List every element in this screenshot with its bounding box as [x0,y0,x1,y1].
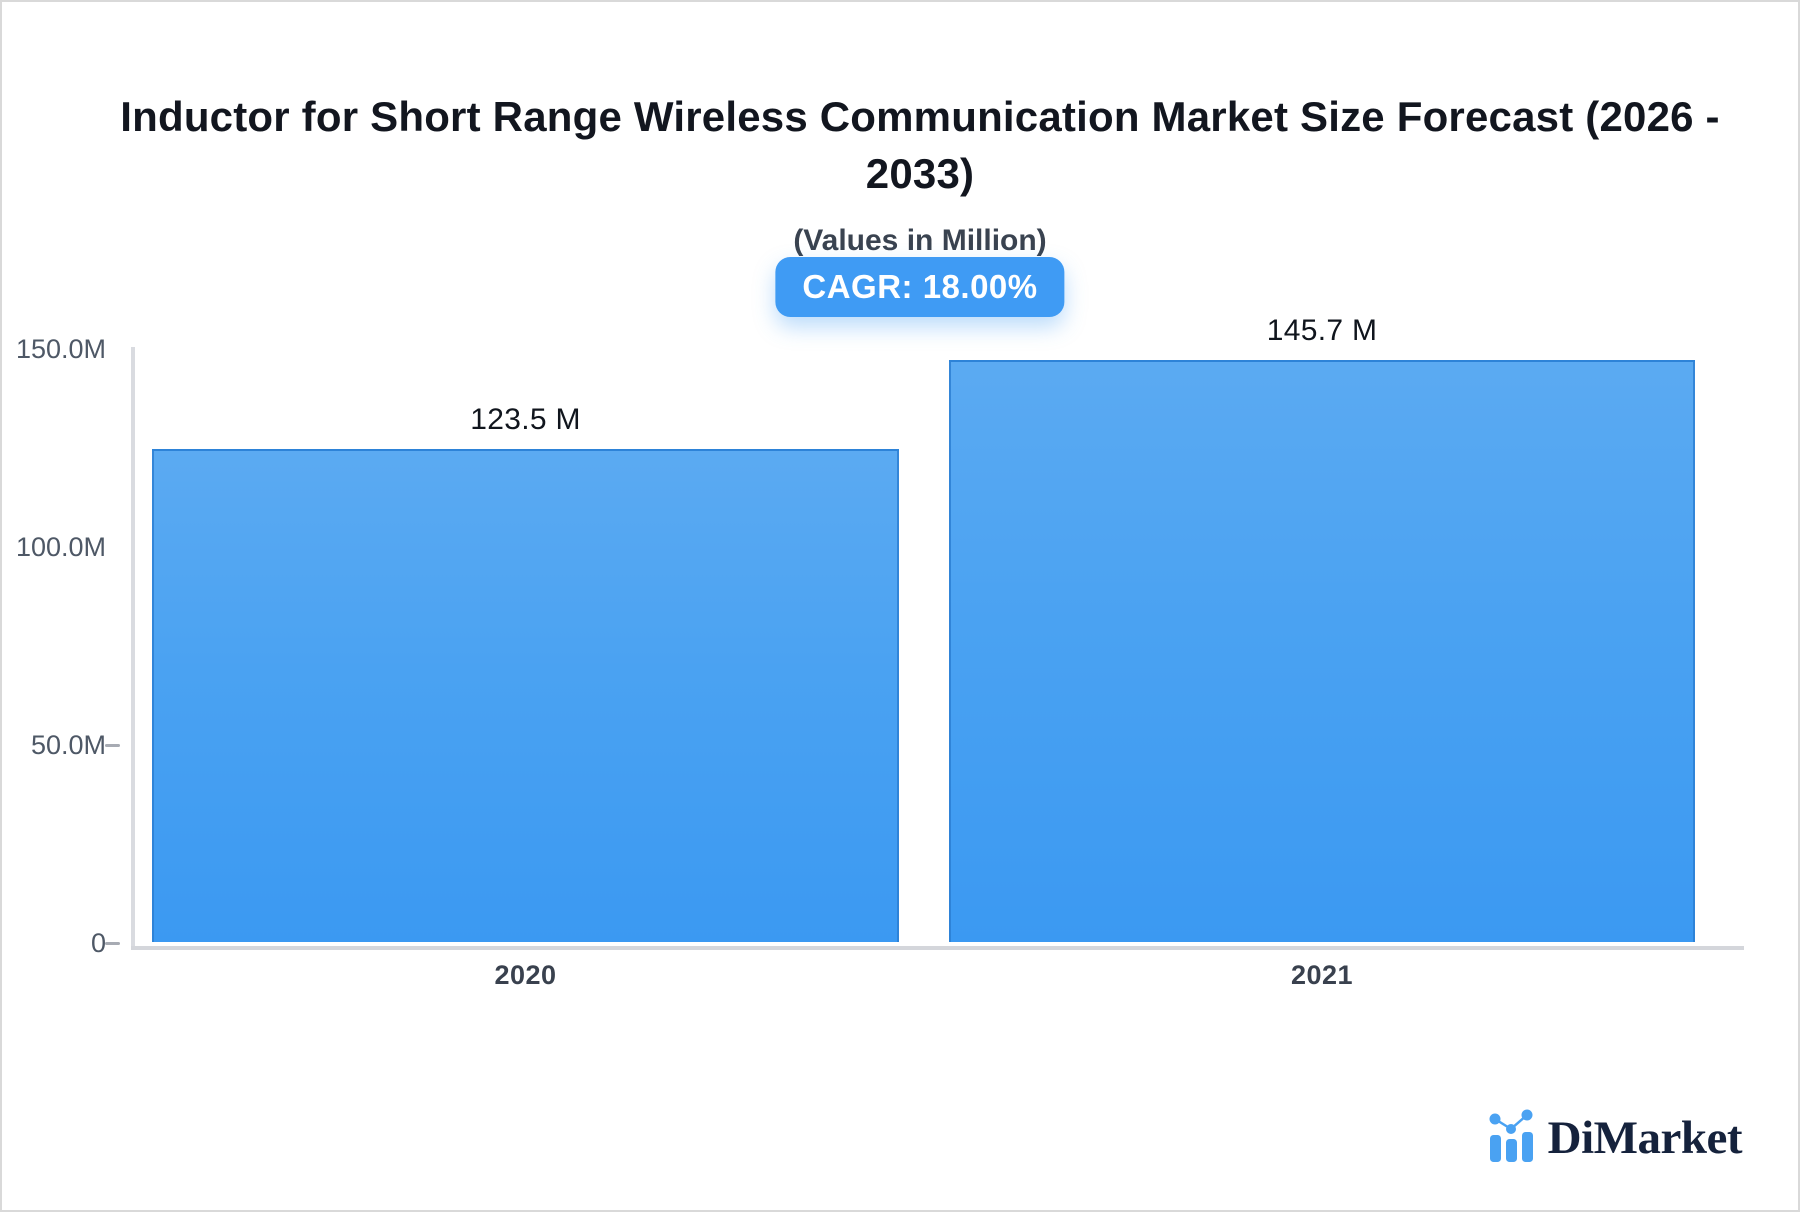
y-tick-mark-50 [105,744,120,747]
bar-line-chart-icon [1489,1109,1533,1162]
y-axis-line [131,347,135,948]
y-tick-label-0: 0 [90,928,106,958]
y-tick-mark-0 [105,942,120,945]
chart-subtitle: (Values in Million) [793,224,1047,257]
bar-value-label-2021: 145.7 M [1266,314,1378,347]
chart-title: Inductor for Short Range Wireless Commun… [42,88,1798,202]
y-tick-label-50: 50.0M [30,730,106,760]
bar-value-label-2020: 123.5 M [470,403,581,436]
x-axis-line [131,946,1744,950]
brand-logo: DiMarket [1488,1108,1743,1164]
brand-name: DiMarket [1547,1112,1743,1164]
bar-2020[interactable] [152,449,899,942]
bar-2021[interactable] [949,360,1695,942]
chart-title-line-2: 2033) [865,150,975,197]
chart-title-line-1: Inductor for Short Range Wireless Commun… [120,93,1720,140]
cagr-badge: CAGR: 18.00% [775,257,1065,317]
y-tick-label-100: 100.0M [15,532,106,562]
x-category-label-2021: 2021 [1290,960,1354,990]
x-category-label-2020: 2020 [494,960,557,990]
y-tick-label-150: 150.0M [15,334,106,364]
